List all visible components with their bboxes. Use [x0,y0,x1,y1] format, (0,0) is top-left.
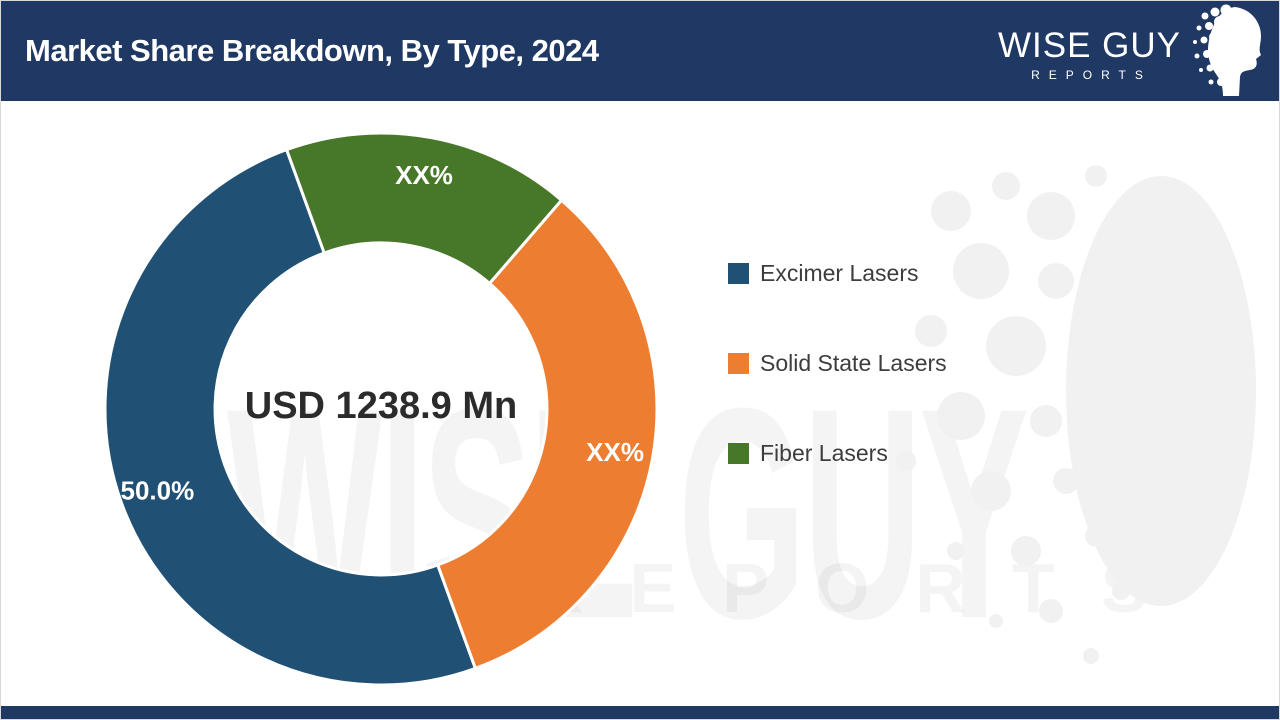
logo-name: WISE GUY [997,26,1181,65]
legend-label: Fiber Lasers [760,440,888,466]
slice-value-label: 50.0% [120,475,194,505]
legend-label: Excimer Lasers [760,260,919,286]
legend-item-solid-state-lasers: Solid State Lasers [728,350,947,377]
legend-label: Solid State Lasers [760,350,947,376]
legend-swatch-solid-state [728,353,749,374]
logo-face-icon [1193,4,1261,96]
wise-guy-logo: WISE GUY REPORTS [998,4,1267,98]
slice-value-label: XX% [395,160,453,190]
chart-area: WISE GUY REPORTS 50.0%XX%XX% USD 1238.9 … [1,101,1279,719]
page-title: Market Share Breakdown, By Type, 2024 [25,33,599,68]
footer-band [1,706,1279,719]
slice-value-label: XX% [586,437,644,467]
donut-slice-excimer-lasers [103,147,478,687]
donut-slice-solid-state-lasers [435,198,659,671]
legend-item-fiber-lasers: Fiber Lasers [728,440,888,467]
donut-center-value: USD 1238.9 Mn [244,385,518,427]
legend-item-excimer-lasers: Excimer Lasers [728,260,918,287]
legend-swatch-excimer [728,263,749,284]
donut-slice-fiber-lasers [284,131,564,286]
header-band: Market Share Breakdown, By Type, 2024 WI… [1,1,1279,101]
logo-subtitle: REPORTS [1031,68,1152,82]
donut-chart: 50.0% XX% XX% [103,131,659,687]
legend-swatch-fiber [728,443,749,464]
watermark-face [896,165,1256,664]
